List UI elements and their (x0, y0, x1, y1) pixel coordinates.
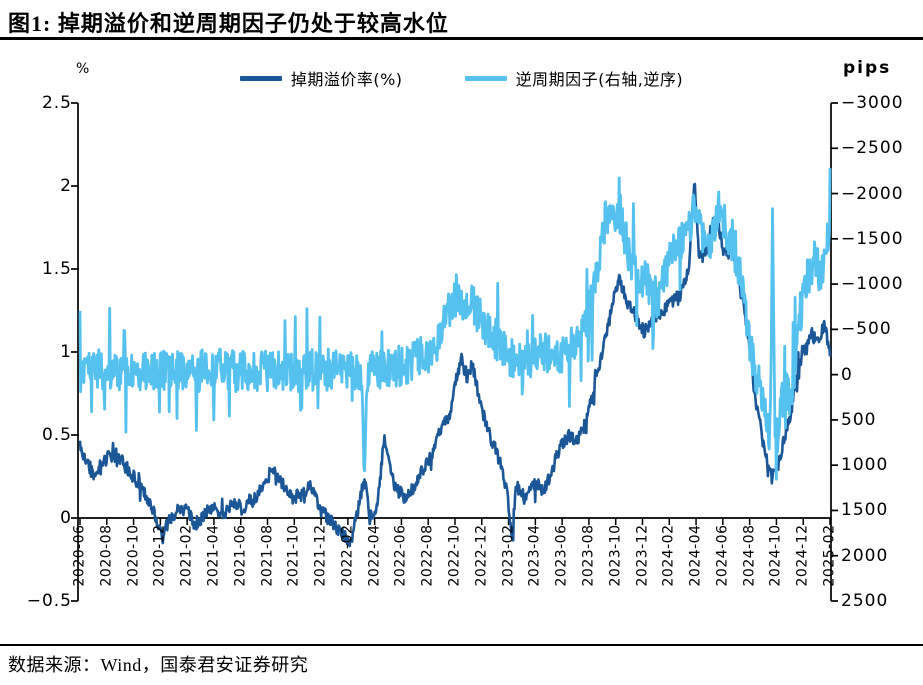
left-axis-tick-label: 0.5 (41, 425, 72, 445)
series-line-swap-premium (78, 182, 832, 548)
right-axis-tick-label: −2000 (841, 183, 904, 204)
left-axis-tick-label: 2 (60, 176, 72, 196)
legend-line-swap-premium (239, 75, 282, 81)
x-axis-tick-label: 2024-02 (660, 524, 677, 587)
left-axis-tick-label: 1.5 (41, 259, 72, 279)
x-axis-tick-label: 2020-08 (98, 524, 115, 587)
x-axis-tick-label: 2023-04 (526, 524, 543, 587)
x-axis-tick-label: 2024-08 (741, 524, 758, 587)
x-axis-tick-label: 2023-08 (580, 524, 597, 587)
x-axis-tick-label: 2022-04 (366, 524, 383, 587)
legend-item-countercyclical-factor: 逆周期因子(右轴,逆序) (464, 66, 684, 90)
x-axis-tick-label: 2022-08 (419, 524, 436, 587)
footer-rule (0, 644, 923, 646)
right-axis-tick-label: −3000 (841, 93, 904, 113)
x-axis-tick-label: 2023-06 (553, 524, 570, 587)
title-underline (0, 37, 923, 40)
x-axis-tick-label: 2023-12 (634, 524, 650, 587)
right-axis-tick-label: −1500 (841, 228, 904, 249)
left-axis-tick-label: 2.5 (41, 93, 72, 113)
x-axis-tick-label: 2021-10 (285, 524, 302, 587)
right-axis-tick-label: 2500 (841, 591, 889, 611)
left-axis-unit-label: % (76, 61, 90, 77)
legend-line-countercyclical-factor (464, 75, 507, 81)
left-axis-tick-label: −0.5 (26, 591, 72, 611)
x-axis-tick-label: 2022-06 (392, 524, 409, 587)
x-axis-tick-label: 2023-10 (607, 524, 624, 587)
figure-title: 图1: 掉期溢价和逆周期因子仍处于较高水位 (8, 11, 449, 36)
x-axis-tick-label: 2021-02 (178, 524, 195, 587)
x-axis-tick-label: 2020-12 (151, 524, 168, 587)
x-axis-tick-label: 2022-10 (446, 524, 463, 587)
x-axis-tick-label: 2025-02 (821, 524, 838, 587)
x-axis-tick-label: 2020-10 (125, 524, 142, 587)
x-axis-tick-label: 2022-12 (473, 524, 490, 587)
right-axis-tick-label: −1000 (841, 274, 904, 295)
right-axis-tick-label: 1500 (841, 500, 889, 521)
legend-label-countercyclical-factor: 逆周期因子(右轴,逆序) (515, 70, 684, 89)
right-axis-tick-label: 500 (841, 409, 877, 430)
x-axis-tick-label: 2023-02 (500, 524, 517, 587)
x-axis-tick-label: 2022-02 (339, 524, 356, 587)
x-axis-tick-label: 2024-10 (767, 524, 784, 587)
right-axis-unit-label: pips (843, 58, 892, 78)
legend-label-swap-premium: 掉期溢价率(%) (290, 70, 403, 89)
right-axis-tick-label: 1000 (841, 455, 889, 476)
x-axis-tick-label: 2021-04 (205, 524, 222, 587)
right-axis-tick-label: −2500 (841, 138, 904, 159)
legend-item-swap-premium: 掉期溢价率(%) (239, 66, 403, 90)
right-axis-tick-label: 0 (841, 364, 853, 385)
left-axis-tick-label: 1 (60, 342, 72, 362)
right-axis-tick-label: −500 (841, 319, 892, 340)
x-axis-tick-label: 2024-04 (687, 524, 704, 587)
x-axis-tick-label: 2020-06 (71, 524, 88, 587)
right-axis-tick-label: 2000 (841, 545, 889, 566)
x-axis-tick-label: 2021-12 (312, 524, 329, 587)
x-axis-tick-label: 2024-06 (714, 524, 731, 587)
left-axis-tick-label: 0 (60, 508, 72, 528)
x-axis-tick-label: 2021-06 (232, 524, 249, 587)
x-axis-tick-label: 2024-12 (794, 524, 811, 587)
series-line-countercyclical-factor (78, 168, 832, 481)
x-axis-tick-label: 2021-08 (259, 524, 275, 587)
chart-legend: 掉期溢价率(%) 逆周期因子(右轴,逆序) (0, 66, 923, 90)
data-source: 数据来源：Wind，国泰君安证券研究 (8, 655, 309, 675)
